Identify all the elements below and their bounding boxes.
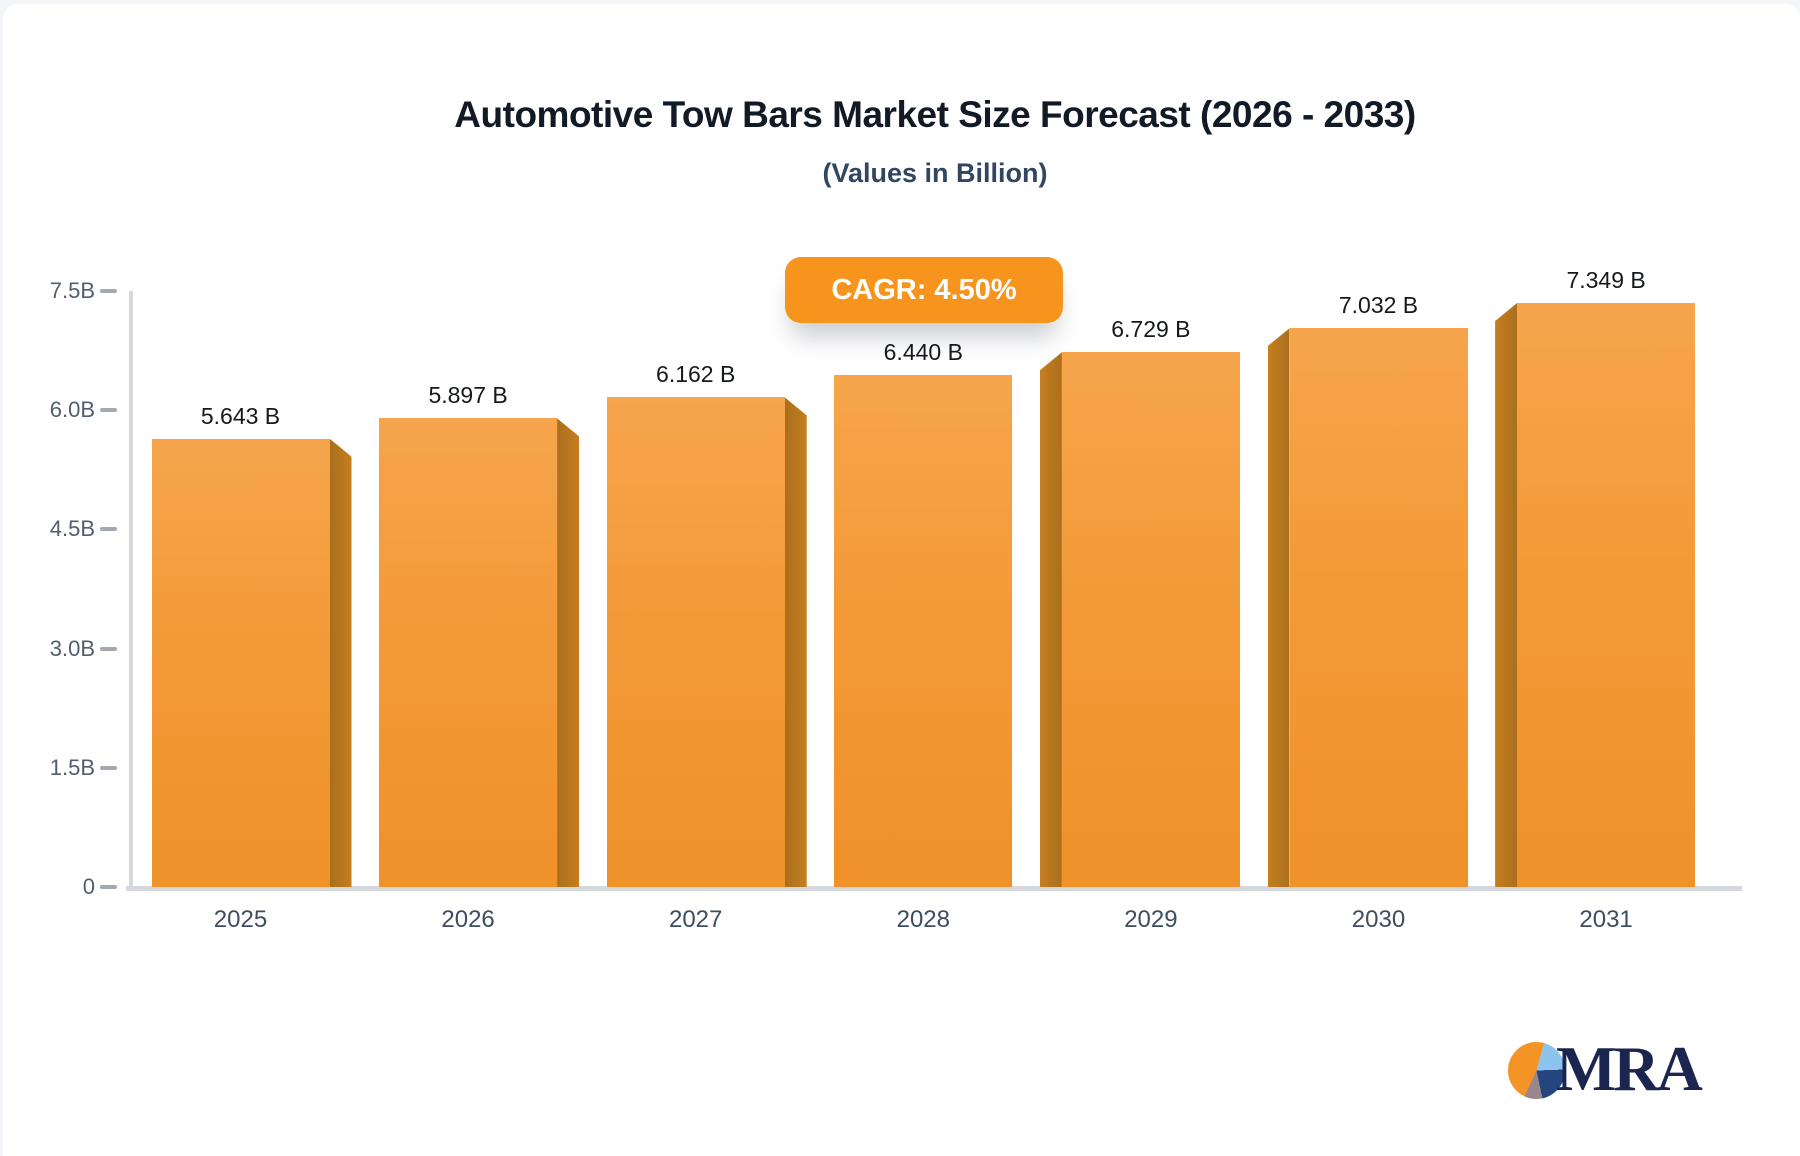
bar-value-label: 7.349 B (1566, 266, 1646, 293)
y-tick-label: 3.0B (49, 635, 95, 661)
chart-subtitle: (Values in Billion) (822, 158, 1048, 188)
x-tick-label: 2030 (1351, 906, 1406, 933)
y-tick-label: 0 (82, 874, 95, 899)
bar-side-panel (557, 418, 580, 887)
y-tick-dash (100, 885, 117, 889)
mra-logo: MRA (1508, 1034, 1768, 1104)
x-tick-label: 2026 (441, 906, 495, 933)
pie-chart-logo-icon (1508, 1042, 1565, 1099)
chart-title: Automotive Tow Bars Market Size Forecast… (454, 94, 1416, 135)
bar-2028 (834, 375, 1013, 887)
y-tick-label: 6.0B (49, 397, 95, 423)
y-tick-label: 7.5B (49, 278, 95, 303)
bar-side-panel (1039, 352, 1062, 887)
bar-2031 (1517, 302, 1696, 887)
x-axis-line (126, 886, 1742, 891)
chart-card: Automotive Tow Bars Market Size Forecast… (3, 4, 1800, 1156)
y-tick-label: 4.5B (49, 516, 95, 542)
x-tick-label: 2031 (1579, 906, 1633, 933)
y-tick-dash (100, 289, 117, 293)
x-tick-label: 2029 (1124, 906, 1178, 933)
y-axis-line (129, 291, 133, 891)
cagr-badge: CAGR: 4.50% (785, 257, 1063, 323)
x-tick-label: 2028 (896, 906, 950, 933)
bar-2029 (1061, 352, 1240, 887)
y-tick-label: 1.5B (49, 754, 95, 780)
bar-value-label: 6.729 B (1111, 316, 1191, 343)
bar-value-label: 5.897 B (428, 382, 508, 409)
bar-value-label: 6.440 B (883, 339, 963, 366)
logo-text: MRA (1556, 1033, 1703, 1104)
bar-value-label: 6.162 B (656, 361, 736, 388)
x-tick-label: 2025 (213, 906, 268, 933)
bar-side-panel (784, 397, 807, 887)
bar-2027 (606, 397, 785, 887)
y-tick-dash (100, 408, 117, 413)
bar-side-panel (1495, 302, 1518, 887)
y-tick-dash (100, 646, 117, 651)
y-tick-dash (100, 765, 117, 770)
bar-value-label: 7.032 B (1338, 292, 1419, 319)
bar-2030 (1289, 328, 1468, 887)
bar-side-panel (329, 438, 352, 887)
bar-2025 (151, 438, 330, 887)
x-tick-label: 2027 (668, 906, 723, 933)
bar-2026 (379, 418, 558, 887)
y-tick-dash (100, 527, 117, 532)
bar-value-label: 5.643 B (200, 402, 281, 429)
bar-side-panel (1267, 328, 1290, 887)
